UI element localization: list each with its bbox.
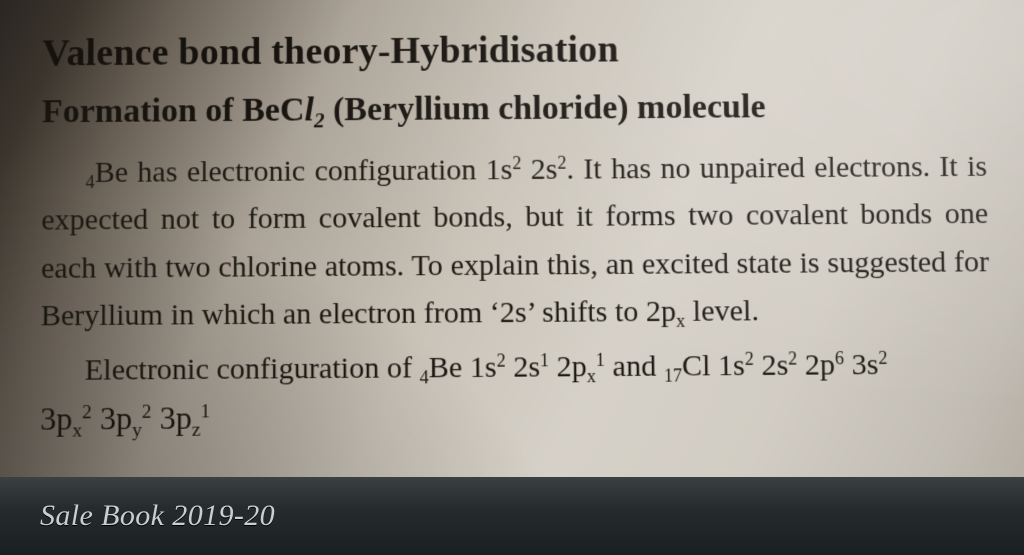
footer-text: Sale Book 2019-20 [40,499,275,533]
orb-c1: 1 [200,402,210,423]
p1-sup-a: 2 [512,153,521,173]
cl-sup2: 2 [788,348,797,368]
subhead-tail: (Beryllium chloride) molecule [324,88,765,128]
be-sup1: 2 [496,350,505,370]
section-title: Valence bond theory-Hybridisation [42,25,985,75]
p2-be-2s: 2s [505,350,540,384]
cl-17: 17 [664,365,682,385]
orb-ax: x [72,420,82,441]
footer-bar: Sale Book 2019-20 [0,477,1024,555]
orb-a2: 2 [82,403,92,424]
subhead-sub2: 2 [314,108,325,132]
p1-t3: level. [685,294,759,328]
p2-and: and [605,349,664,383]
p2-cl-3s: 3s [844,347,879,381]
p1-t1: Be has electronic configuration 1s [95,153,513,189]
p2-be-2p: 2p [549,349,587,383]
p1-t1b: 2s [521,152,557,185]
cl-sup4: 2 [878,347,887,367]
orb-b: 3p [92,400,132,437]
orb-by: y [132,420,142,441]
be-sup3: 1 [596,349,605,369]
be-sup2: 1 [540,350,549,370]
orb-c: 3p [151,399,191,436]
p1-px: x [676,311,685,331]
p2-cl: Cl 1s [682,348,745,382]
subsection-heading: Formation of BeCl2 (Beryllium chloride) … [42,87,987,135]
p2-lead: Electronic configuration of [85,351,420,387]
cl-sup3: 6 [835,348,844,368]
orb-b2: 2 [142,402,152,423]
p1-sup-b: 2 [557,152,566,172]
p2-be: Be 1s [428,350,496,384]
subhead-l: l [304,91,314,128]
orb-a: 3p [40,400,72,437]
be-presub-4: 4 [86,172,95,192]
page: Valence bond theory-Hybridisation Format… [0,0,1024,555]
p2-cl-2p: 2p [797,348,835,382]
orbitals-line: 3px2 3py2 3pz1 [40,394,992,443]
p2-cl-2s: 2s [754,348,789,382]
paragraph-2: Electronic configuration of 4Be 1s2 2s1 … [40,340,991,395]
subhead-lead: Formation of BeC [42,91,305,130]
paragraph-1: 4Be has electronic configuration 1s2 2s2… [41,142,991,340]
be-px: x [587,366,596,386]
content-block: Valence bond theory-Hybridisation Format… [40,25,992,443]
orb-cz: z [192,419,201,440]
